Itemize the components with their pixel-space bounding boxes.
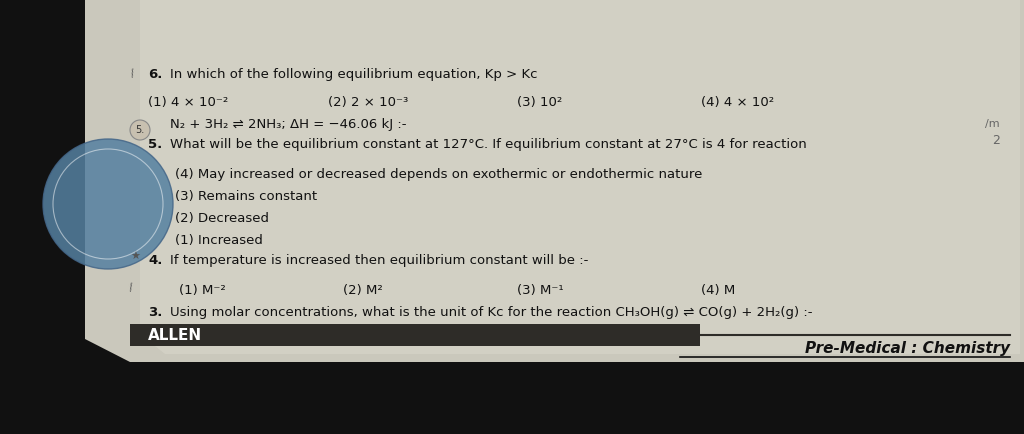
Text: If temperature is increased then equilibrium constant will be :-: If temperature is increased then equilib… — [170, 254, 589, 267]
Circle shape — [43, 139, 173, 269]
Text: In which of the following equilibrium equation, Kp > Kc: In which of the following equilibrium eq… — [170, 68, 538, 81]
Text: /: / — [128, 282, 133, 293]
Text: 4.: 4. — [148, 254, 163, 267]
Text: ★: ★ — [130, 252, 140, 262]
Bar — [130, 324, 700, 346]
Text: Using molar concentrations, what is the unit of Kc for the reaction CH₃OH(g) ⇌ C: Using molar concentrations, what is the … — [170, 306, 812, 319]
Text: 5.: 5. — [135, 125, 144, 135]
Text: 6.: 6. — [148, 68, 163, 81]
Text: 3.: 3. — [148, 306, 163, 319]
Text: 2: 2 — [992, 134, 1000, 147]
Text: (3) M⁻¹: (3) M⁻¹ — [517, 284, 564, 297]
Text: (4) M: (4) M — [701, 284, 735, 297]
Text: ALLEN: ALLEN — [148, 328, 202, 342]
Text: /: / — [130, 68, 136, 79]
Text: (2) 2 × 10⁻³: (2) 2 × 10⁻³ — [328, 96, 408, 109]
Text: (3) 10²: (3) 10² — [517, 96, 562, 109]
Circle shape — [130, 120, 150, 140]
Text: Pre-Medical : Chemistry: Pre-Medical : Chemistry — [805, 341, 1010, 356]
Text: (2) M²: (2) M² — [343, 284, 383, 297]
Text: (2) Decreased: (2) Decreased — [175, 212, 269, 225]
Text: What will be the equilibrium constant at 127°C. If equilibrium constant at 27°C : What will be the equilibrium constant at… — [170, 138, 807, 151]
Text: (1) M⁻²: (1) M⁻² — [179, 284, 226, 297]
Polygon shape — [140, 0, 1020, 354]
Polygon shape — [85, 0, 1024, 362]
Text: (1) 4 × 10⁻²: (1) 4 × 10⁻² — [148, 96, 228, 109]
Text: /m: /m — [985, 119, 1000, 129]
Text: (4) 4 × 10²: (4) 4 × 10² — [701, 96, 774, 109]
Text: N₂ + 3H₂ ⇌ 2NH₃; ΔH = −46.06 kJ :-: N₂ + 3H₂ ⇌ 2NH₃; ΔH = −46.06 kJ :- — [170, 118, 407, 131]
Text: (4) May increased or decreased depends on exothermic or endothermic nature: (4) May increased or decreased depends o… — [175, 168, 702, 181]
Text: 5.: 5. — [148, 138, 162, 151]
Text: (3) Remains constant: (3) Remains constant — [175, 190, 317, 203]
Text: (1) Increased: (1) Increased — [175, 234, 263, 247]
